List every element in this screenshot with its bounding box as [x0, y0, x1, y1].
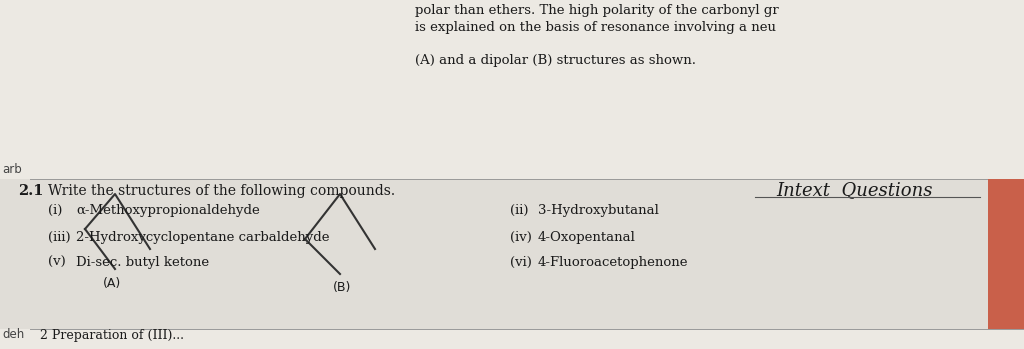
Text: 2-Hydroxycyclopentane carbaldehyde: 2-Hydroxycyclopentane carbaldehyde	[76, 231, 330, 244]
Bar	[0, 0, 1024, 179]
Text: arb: arb	[2, 163, 22, 176]
Text: polar than ethers. The high polarity of the carbonyl gr: polar than ethers. The high polarity of …	[415, 4, 778, 17]
Bar	[0, 179, 1024, 329]
Text: (A): (A)	[102, 277, 121, 290]
Bar	[988, 179, 1024, 329]
Text: deh: deh	[2, 328, 25, 342]
Text: Write the structures of the following compounds.: Write the structures of the following co…	[48, 184, 395, 198]
Text: 2 Preparation of (III)...: 2 Preparation of (III)...	[40, 328, 184, 342]
Text: Di-sec. butyl ketone: Di-sec. butyl ketone	[76, 256, 209, 269]
Text: α-Methoxypropionaldehyde: α-Methoxypropionaldehyde	[76, 204, 260, 217]
Text: Intext  Questions: Intext Questions	[777, 181, 933, 199]
Text: 4-Fluoroacetophenone: 4-Fluoroacetophenone	[538, 256, 688, 269]
Text: (B): (B)	[333, 281, 351, 294]
Text: 2.1: 2.1	[18, 184, 43, 198]
Bar	[0, 329, 1024, 349]
Text: (vi): (vi)	[510, 256, 531, 269]
Text: is explained on the basis of resonance involving a neu: is explained on the basis of resonance i…	[415, 21, 776, 34]
Text: (v): (v)	[48, 256, 66, 269]
Text: 3-Hydroxybutanal: 3-Hydroxybutanal	[538, 204, 658, 217]
Text: (A) and a dipolar (B) structures as shown.: (A) and a dipolar (B) structures as show…	[415, 54, 696, 67]
Text: (i): (i)	[48, 204, 62, 217]
Text: (ii): (ii)	[510, 204, 528, 217]
Text: (iv): (iv)	[510, 231, 531, 244]
Text: (iii): (iii)	[48, 231, 71, 244]
Text: 4-Oxopentanal: 4-Oxopentanal	[538, 231, 636, 244]
